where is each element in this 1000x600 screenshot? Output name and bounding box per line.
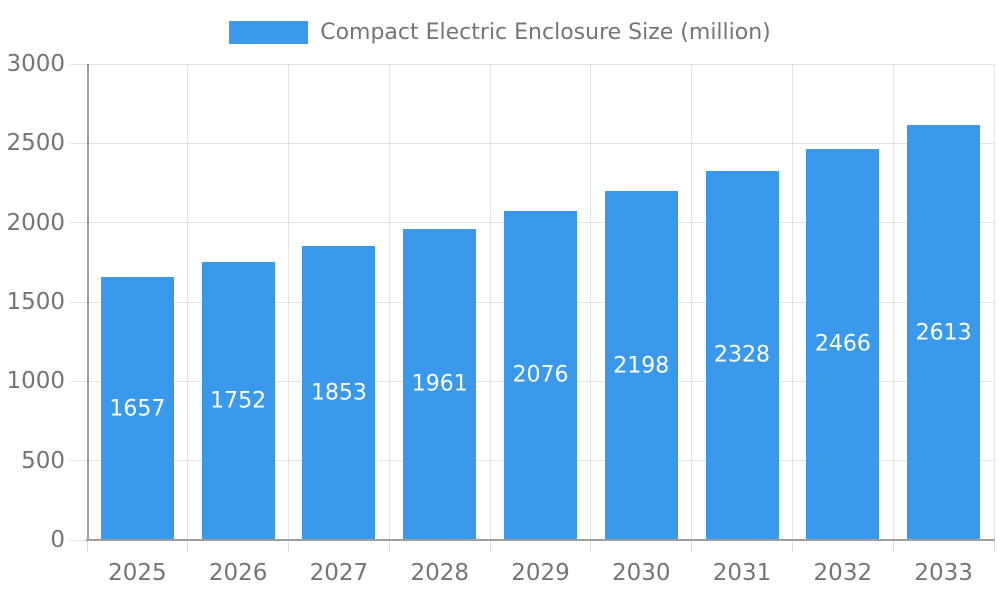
legend-swatch — [229, 20, 309, 44]
y-tick-label: 1500 — [6, 289, 65, 315]
x-gridline — [791, 64, 793, 540]
x-tick-label: 2028 — [410, 560, 469, 586]
x-tick-mark — [187, 540, 189, 552]
y-tick-label: 0 — [50, 527, 65, 553]
bar-value-label: 2328 — [714, 342, 771, 368]
x-gridline — [691, 64, 693, 540]
bar-value-label: 2466 — [814, 331, 871, 357]
x-tick-label: 2029 — [511, 560, 570, 586]
x-tick-mark — [892, 540, 894, 552]
bar-2029[interactable]: 2076 — [504, 210, 577, 540]
y-tick-label: 2000 — [6, 209, 65, 236]
x-tick-mark — [791, 540, 793, 552]
legend[interactable]: Compact Electric Enclosure Size (million… — [0, 13, 1000, 51]
y-tick-mark — [70, 222, 87, 224]
x-tick-label: 2025 — [108, 560, 167, 586]
y-tick-mark — [70, 380, 87, 382]
bar-value-label: 1961 — [411, 371, 468, 397]
x-tick-mark — [86, 540, 88, 552]
x-tick-mark — [691, 540, 693, 552]
y-tick-label: 500 — [21, 447, 65, 474]
y-tick-mark — [70, 460, 87, 462]
legend-label: Compact Electric Enclosure Size (million… — [320, 19, 771, 45]
bar-2031[interactable]: 2328 — [705, 170, 779, 540]
bar-value-label: 2076 — [512, 362, 569, 388]
x-gridline — [590, 64, 592, 540]
bar-2030[interactable]: 2198 — [604, 191, 678, 540]
y-gridline — [87, 142, 994, 144]
x-tick-mark — [489, 540, 491, 552]
x-gridline — [489, 64, 491, 540]
y-tick-label: 2500 — [6, 130, 65, 157]
y-tick-label: 3000 — [6, 51, 65, 77]
x-tick-mark — [288, 540, 290, 552]
bar-2028[interactable]: 1961 — [403, 228, 477, 540]
bar-2026[interactable]: 1752 — [201, 262, 275, 540]
y-tick-label: 1000 — [6, 368, 65, 395]
x-gridline — [187, 64, 189, 540]
x-gridline — [388, 64, 390, 540]
y-tick-mark — [70, 301, 87, 303]
bar-value-label: 1853 — [310, 380, 367, 406]
x-tick-label: 2031 — [712, 560, 772, 586]
x-tick-label: 2027 — [309, 560, 369, 586]
y-tick-mark — [70, 63, 87, 65]
bar-value-label: 1657 — [109, 396, 166, 422]
bar-2033[interactable]: 2613 — [907, 125, 981, 540]
y-gridline — [87, 63, 994, 65]
x-tick-label: 2026 — [208, 560, 268, 586]
x-tick-label: 2030 — [611, 560, 671, 586]
y-tick-mark — [70, 142, 87, 144]
bar-2025[interactable]: 1657 — [100, 277, 174, 540]
x-axis-line — [86, 539, 995, 541]
plot-area: 0 500 1000 1500 2000 2500 3000 1657 2025 1752 2026… — [6, 51, 995, 586]
x-tick-label: 2032 — [813, 560, 873, 586]
bar-2032[interactable]: 2466 — [806, 148, 880, 540]
bar-value-label: 2613 — [915, 320, 972, 346]
x-gridline — [288, 64, 290, 540]
y-tick-mark — [70, 539, 87, 541]
bar-value-label: 2198 — [613, 353, 670, 379]
x-tick-label: 2033 — [914, 560, 973, 586]
y-axis-line — [87, 64, 89, 540]
x-gridline — [993, 64, 995, 540]
bar-value-label: 1752 — [210, 388, 267, 414]
x-gridline — [892, 64, 894, 540]
x-tick-mark — [388, 540, 390, 552]
bar-2027[interactable]: 1853 — [302, 245, 376, 540]
x-tick-mark — [993, 540, 995, 552]
x-tick-mark — [590, 540, 592, 552]
